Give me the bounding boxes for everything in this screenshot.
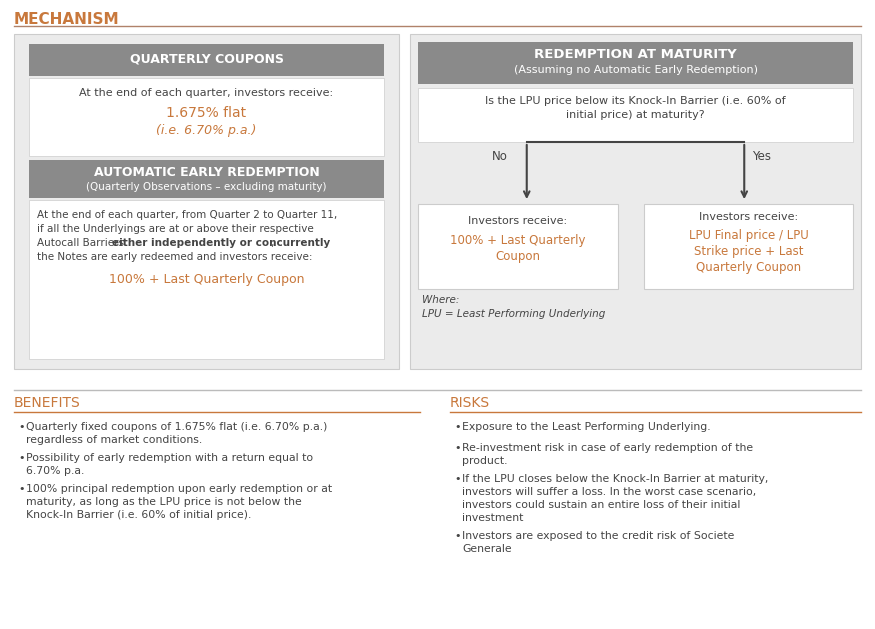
Text: (i.e. 6.70% p.a.): (i.e. 6.70% p.a.): [157, 124, 256, 137]
Text: 100% + Last Quarterly: 100% + Last Quarterly: [451, 234, 585, 247]
Text: ,: ,: [270, 238, 273, 248]
Text: MECHANISM: MECHANISM: [14, 12, 120, 27]
Text: BENEFITS: BENEFITS: [14, 396, 80, 410]
Text: product.: product.: [462, 456, 507, 466]
Text: If the LPU closes below the Knock-In Barrier at maturity,: If the LPU closes below the Knock-In Bar…: [462, 474, 768, 484]
Text: Strike price + Last: Strike price + Last: [694, 245, 803, 258]
Bar: [418, 88, 853, 142]
Text: •: •: [454, 531, 460, 541]
Text: •: •: [454, 474, 460, 484]
Text: Quarterly Coupon: Quarterly Coupon: [696, 261, 802, 274]
Text: REDEMPTION AT MATURITY: REDEMPTION AT MATURITY: [534, 48, 737, 61]
Text: initial price) at maturity?: initial price) at maturity?: [566, 110, 705, 120]
Text: Generale: Generale: [462, 544, 512, 554]
Text: At the end of each quarter, investors receive:: At the end of each quarter, investors re…: [80, 88, 333, 98]
Bar: [29, 78, 384, 156]
Text: Investors receive:: Investors receive:: [468, 216, 568, 226]
Text: •: •: [18, 453, 24, 463]
Text: investors could sustain an entire loss of their initial: investors could sustain an entire loss o…: [462, 500, 740, 510]
Text: Possibility of early redemption with a return equal to: Possibility of early redemption with a r…: [26, 453, 313, 463]
Text: Investors receive:: Investors receive:: [699, 212, 798, 222]
Text: if all the Underlyings are at or above their respective: if all the Underlyings are at or above t…: [37, 224, 314, 234]
Bar: [29, 160, 384, 198]
Bar: [14, 34, 399, 369]
Bar: [410, 34, 861, 369]
Text: regardless of market conditions.: regardless of market conditions.: [26, 435, 202, 445]
Text: (Assuming no Automatic Early Redemption): (Assuming no Automatic Early Redemption): [514, 65, 758, 75]
Text: 100% + Last Quarterly Coupon: 100% + Last Quarterly Coupon: [108, 273, 304, 286]
Text: Where:: Where:: [422, 295, 459, 305]
Text: Quarterly fixed coupons of 1.675% flat (i.e. 6.70% p.a.): Quarterly fixed coupons of 1.675% flat (…: [26, 422, 327, 432]
Text: QUARTERLY COUPONS: QUARTERLY COUPONS: [130, 52, 284, 65]
Text: •: •: [454, 422, 460, 432]
Text: •: •: [18, 484, 24, 494]
Text: investors will suffer a loss. In the worst case scenario,: investors will suffer a loss. In the wor…: [462, 487, 756, 497]
Text: 1.675% flat: 1.675% flat: [166, 106, 247, 120]
Bar: [418, 204, 618, 289]
Text: Knock-In Barrier (i.e. 60% of initial price).: Knock-In Barrier (i.e. 60% of initial pr…: [26, 510, 251, 520]
Text: (Quarterly Observations – excluding maturity): (Quarterly Observations – excluding matu…: [87, 182, 326, 192]
Text: Exposure to the Least Performing Underlying.: Exposure to the Least Performing Underly…: [462, 422, 710, 432]
Text: RISKS: RISKS: [450, 396, 490, 410]
Text: maturity, as long as the LPU price is not below the: maturity, as long as the LPU price is no…: [26, 497, 302, 507]
Text: LPU Final price / LPU: LPU Final price / LPU: [689, 229, 808, 242]
Text: 100% principal redemption upon early redemption or at: 100% principal redemption upon early red…: [26, 484, 332, 494]
Bar: [418, 42, 853, 84]
Text: the Notes are early redeemed and investors receive:: the Notes are early redeemed and investo…: [37, 252, 312, 262]
Text: either independently or concurrently: either independently or concurrently: [112, 238, 330, 248]
Text: Re-investment risk in case of early redemption of the: Re-investment risk in case of early rede…: [462, 443, 753, 453]
Bar: [29, 44, 384, 76]
Text: LPU = Least Performing Underlying: LPU = Least Performing Underlying: [422, 309, 606, 319]
Text: At the end of each quarter, from Quarter 2 to Quarter 11,: At the end of each quarter, from Quarter…: [37, 210, 337, 220]
Text: Is the LPU price below its Knock-In Barrier (i.e. 60% of: Is the LPU price below its Knock-In Barr…: [485, 96, 786, 106]
Bar: [644, 204, 853, 289]
Text: investment: investment: [462, 513, 523, 523]
Text: •: •: [18, 422, 24, 432]
Text: 6.70% p.a.: 6.70% p.a.: [26, 466, 84, 476]
Text: •: •: [454, 443, 460, 453]
Text: Coupon: Coupon: [495, 250, 541, 263]
Text: Investors are exposed to the credit risk of Societe: Investors are exposed to the credit risk…: [462, 531, 734, 541]
Text: Yes: Yes: [752, 150, 771, 163]
Text: AUTOMATIC EARLY REDEMPTION: AUTOMATIC EARLY REDEMPTION: [94, 166, 319, 179]
Text: Autocall Barriers: Autocall Barriers: [37, 238, 127, 248]
Bar: [29, 200, 384, 359]
Text: No: No: [492, 150, 508, 163]
